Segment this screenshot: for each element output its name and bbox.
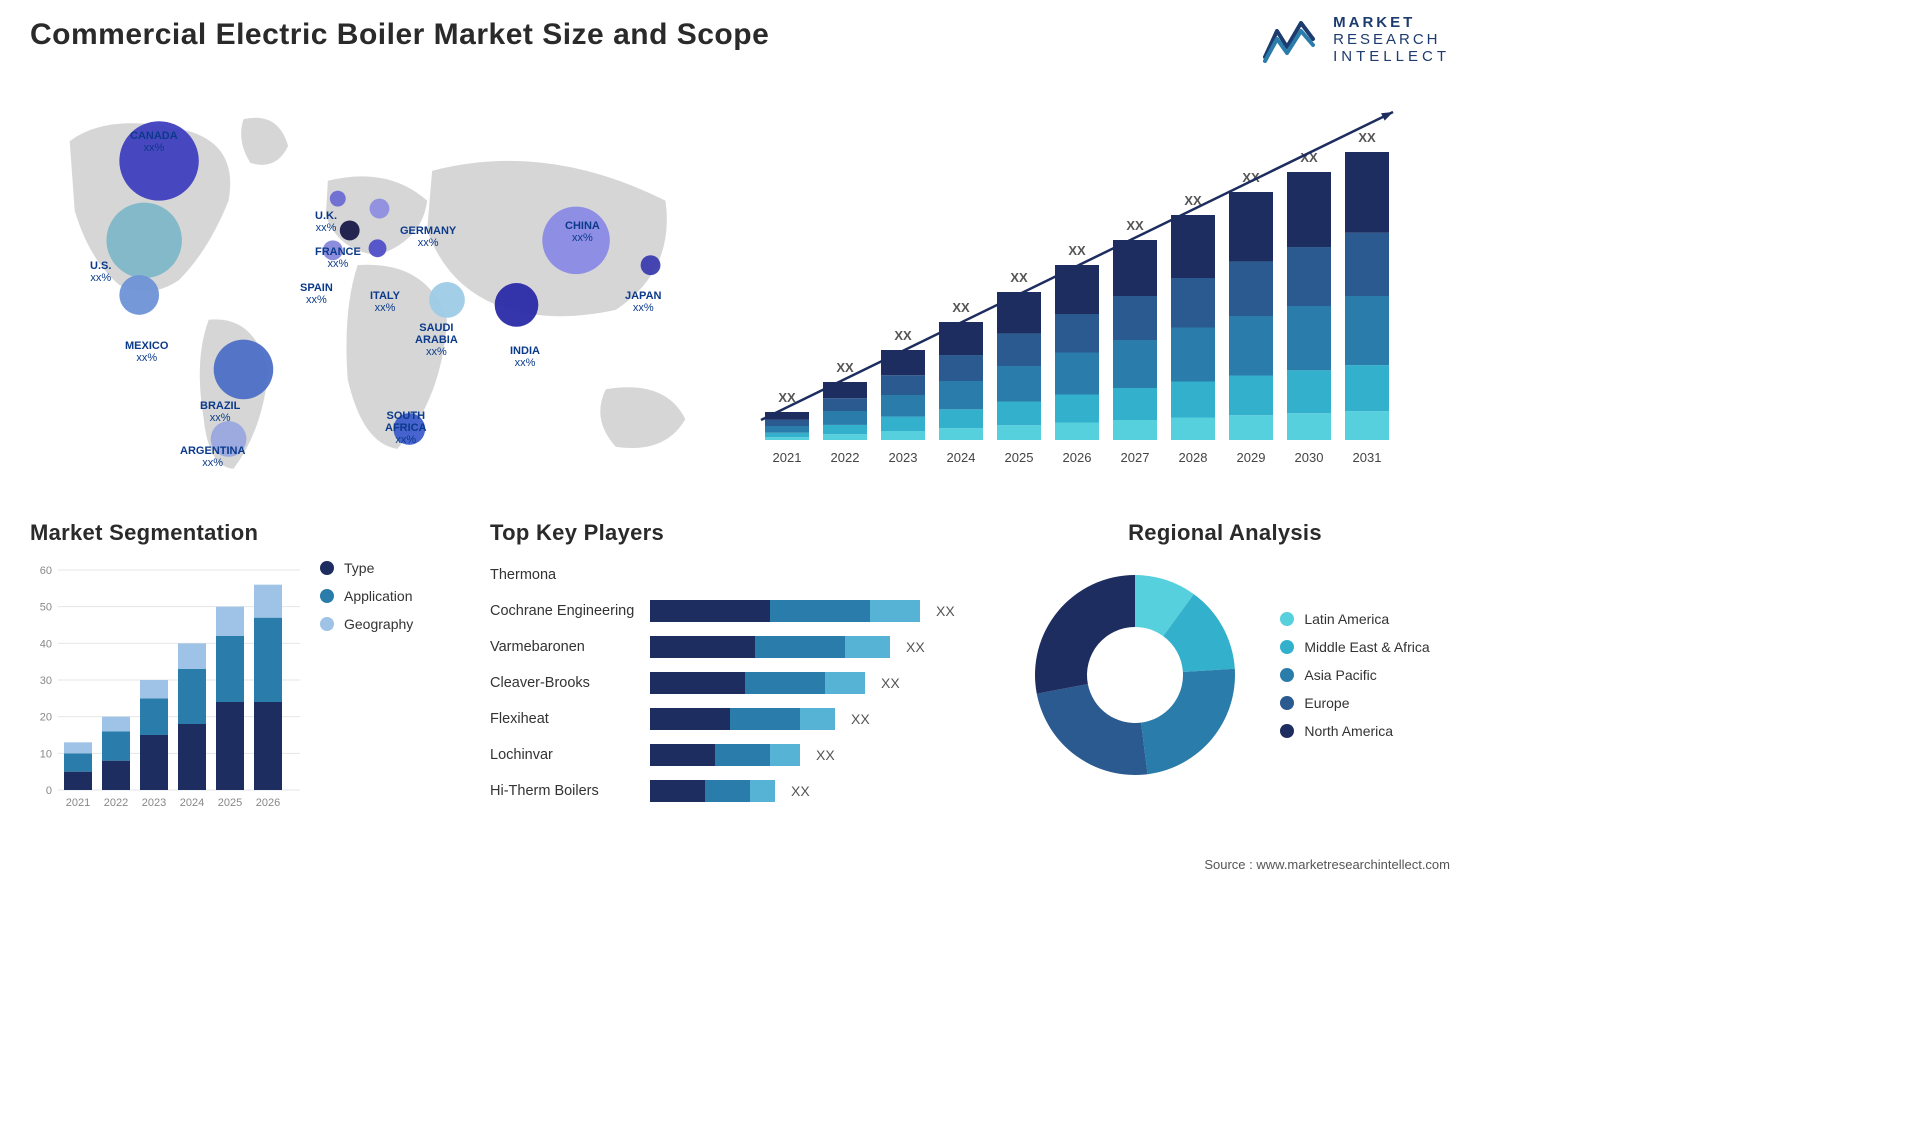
source-text: Source : www.marketresearchintellect.com <box>1204 857 1450 872</box>
player-label: Lochinvar <box>490 747 640 763</box>
player-label: Flexiheat <box>490 711 640 727</box>
map-label-argentina: ARGENTINAxx% <box>180 445 245 469</box>
map-label-brazil: BRAZILxx% <box>200 400 240 424</box>
regional-legend: Latin America Middle East & Africa Asia Pa… <box>1280 611 1429 739</box>
svg-text:XX: XX <box>1010 270 1028 285</box>
svg-text:2024: 2024 <box>947 450 976 465</box>
svg-text:2026: 2026 <box>256 797 280 809</box>
map-label-italy: ITALYxx% <box>370 290 400 314</box>
world-map: CANADAxx% U.S.xx% MEXICOxx% BRAZILxx% ARGENT… <box>30 90 725 490</box>
segmentation-legend: Type Application Geography <box>320 560 413 632</box>
svg-text:XX: XX <box>1358 130 1376 145</box>
svg-text:2021: 2021 <box>66 797 90 809</box>
player-row: Cochrane Engineering XX <box>490 596 960 626</box>
segmentation-title: Market Segmentation <box>30 520 450 546</box>
map-label-us: U.S.xx% <box>90 260 111 284</box>
player-value: XX <box>936 603 955 619</box>
segmentation-chart: 0 10 20 30 40 50 60 2021 2022 2023 2024 2025 2026 <box>30 560 300 810</box>
player-value: XX <box>791 783 810 799</box>
player-row: Cleaver-Brooks XX <box>490 668 960 698</box>
regional-donut <box>1020 560 1250 790</box>
svg-text:30: 30 <box>40 675 52 687</box>
svg-text:2026: 2026 <box>1063 450 1092 465</box>
players-list: ThermonaCochrane EngineeringXXVarmebaron… <box>490 560 960 806</box>
map-label-spain: SPAINxx% <box>300 282 333 306</box>
svg-text:2030: 2030 <box>1295 450 1324 465</box>
svg-text:XX: XX <box>778 390 796 405</box>
svg-text:2025: 2025 <box>218 797 242 809</box>
map-label-mexico: MEXICOxx% <box>125 340 168 364</box>
svg-text:XX: XX <box>1068 243 1086 258</box>
svg-text:2022: 2022 <box>831 450 860 465</box>
map-label-southafrica: SOUTHAFRICAxx% <box>385 410 427 446</box>
player-label: Hi-Therm Boilers <box>490 783 640 799</box>
legend-item: Latin America <box>1280 611 1429 627</box>
logo-text: MARKET RESEARCH INTELLECT <box>1333 14 1450 65</box>
legend-item: Middle East & Africa <box>1280 639 1429 655</box>
regional-panel: Regional Analysis Latin America Middle Ea… <box>1000 520 1450 840</box>
map-label-china: CHINAxx% <box>565 220 600 244</box>
svg-text:10: 10 <box>40 748 52 760</box>
player-row: Flexiheat XX <box>490 704 960 734</box>
svg-text:2023: 2023 <box>889 450 918 465</box>
segmentation-panel: Market Segmentation 0 10 20 30 40 50 60 2021 202… <box>30 520 450 840</box>
player-row: Lochinvar XX <box>490 740 960 770</box>
map-label-france: FRANCExx% <box>315 246 361 270</box>
brand-logo: MARKET RESEARCH INTELLECT <box>1263 14 1450 65</box>
svg-text:2029: 2029 <box>1237 450 1266 465</box>
svg-text:2025: 2025 <box>1005 450 1034 465</box>
svg-text:2022: 2022 <box>104 797 128 809</box>
map-label-saudi: SAUDIARABIAxx% <box>415 322 458 358</box>
legend-item: North America <box>1280 723 1429 739</box>
regional-title: Regional Analysis <box>1000 520 1450 546</box>
svg-text:0: 0 <box>46 785 52 797</box>
svg-text:40: 40 <box>40 638 52 650</box>
player-row: Varmebaronen XX <box>490 632 960 662</box>
svg-text:XX: XX <box>836 360 854 375</box>
players-title: Top Key Players <box>490 520 960 546</box>
svg-text:XX: XX <box>952 300 970 315</box>
map-label-japan: JAPANxx% <box>625 290 661 314</box>
players-panel: Top Key Players Thermona Cochrane Enginee… <box>490 520 960 840</box>
map-label-germany: GERMANYxx% <box>400 225 456 249</box>
svg-text:XX: XX <box>894 328 912 343</box>
player-label: Varmebaronen <box>490 639 640 655</box>
legend-item-application: Application <box>320 588 413 604</box>
legend-item: Asia Pacific <box>1280 667 1429 683</box>
legend-item-type: Type <box>320 560 413 576</box>
player-value: XX <box>851 711 870 727</box>
svg-text:50: 50 <box>40 602 52 614</box>
player-label: Thermona <box>490 567 640 583</box>
player-row: Thermona <box>490 560 960 590</box>
player-value: XX <box>816 747 835 763</box>
player-row: Hi-Therm Boilers XX <box>490 776 960 806</box>
svg-text:20: 20 <box>40 712 52 724</box>
player-label: Cleaver-Brooks <box>490 675 640 691</box>
svg-text:2031: 2031 <box>1353 450 1382 465</box>
svg-text:2028: 2028 <box>1179 450 1208 465</box>
svg-text:2027: 2027 <box>1121 450 1150 465</box>
map-label-india: INDIAxx% <box>510 345 540 369</box>
svg-text:2024: 2024 <box>180 797 204 809</box>
player-value: XX <box>881 675 900 691</box>
map-label-canada: CANADAxx% <box>130 130 178 154</box>
legend-item: Europe <box>1280 695 1429 711</box>
market-size-bars: XX 2021 XX 2022 XX 2023 XX 2024 XX 2025 XX 2026 XX 20… <box>755 90 1450 490</box>
legend-item-geography: Geography <box>320 616 413 632</box>
svg-text:2023: 2023 <box>142 797 166 809</box>
player-label: Cochrane Engineering <box>490 603 640 619</box>
svg-text:2021: 2021 <box>773 450 802 465</box>
map-label-uk: U.K.xx% <box>315 210 337 234</box>
svg-text:XX: XX <box>1126 218 1144 233</box>
svg-text:60: 60 <box>40 565 52 577</box>
chart-peaks-icon <box>1263 17 1323 63</box>
page-title: Commercial Electric Boiler Market Size a… <box>30 18 769 52</box>
player-value: XX <box>906 639 925 655</box>
